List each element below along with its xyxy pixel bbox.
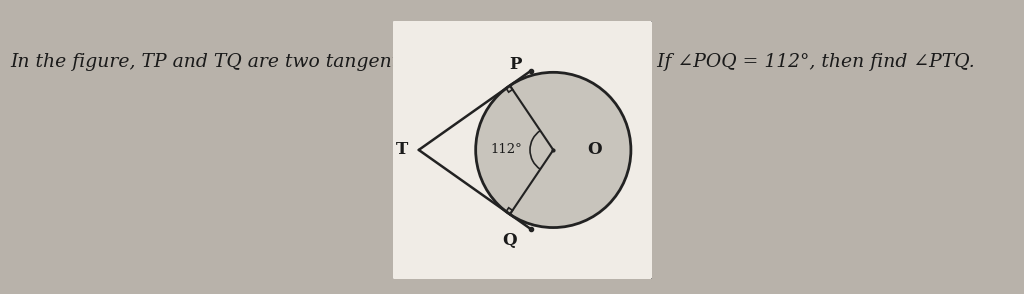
Text: P: P bbox=[509, 56, 521, 73]
Circle shape bbox=[476, 72, 631, 228]
Text: O: O bbox=[587, 141, 601, 158]
FancyBboxPatch shape bbox=[390, 18, 654, 282]
Text: T: T bbox=[396, 141, 409, 158]
Text: 112°: 112° bbox=[490, 143, 522, 156]
Text: In the figure, TP and TQ are two tangents to a circle with centre O. If ∠POQ = 1: In the figure, TP and TQ are two tangent… bbox=[10, 53, 975, 71]
Text: Q: Q bbox=[503, 232, 517, 249]
